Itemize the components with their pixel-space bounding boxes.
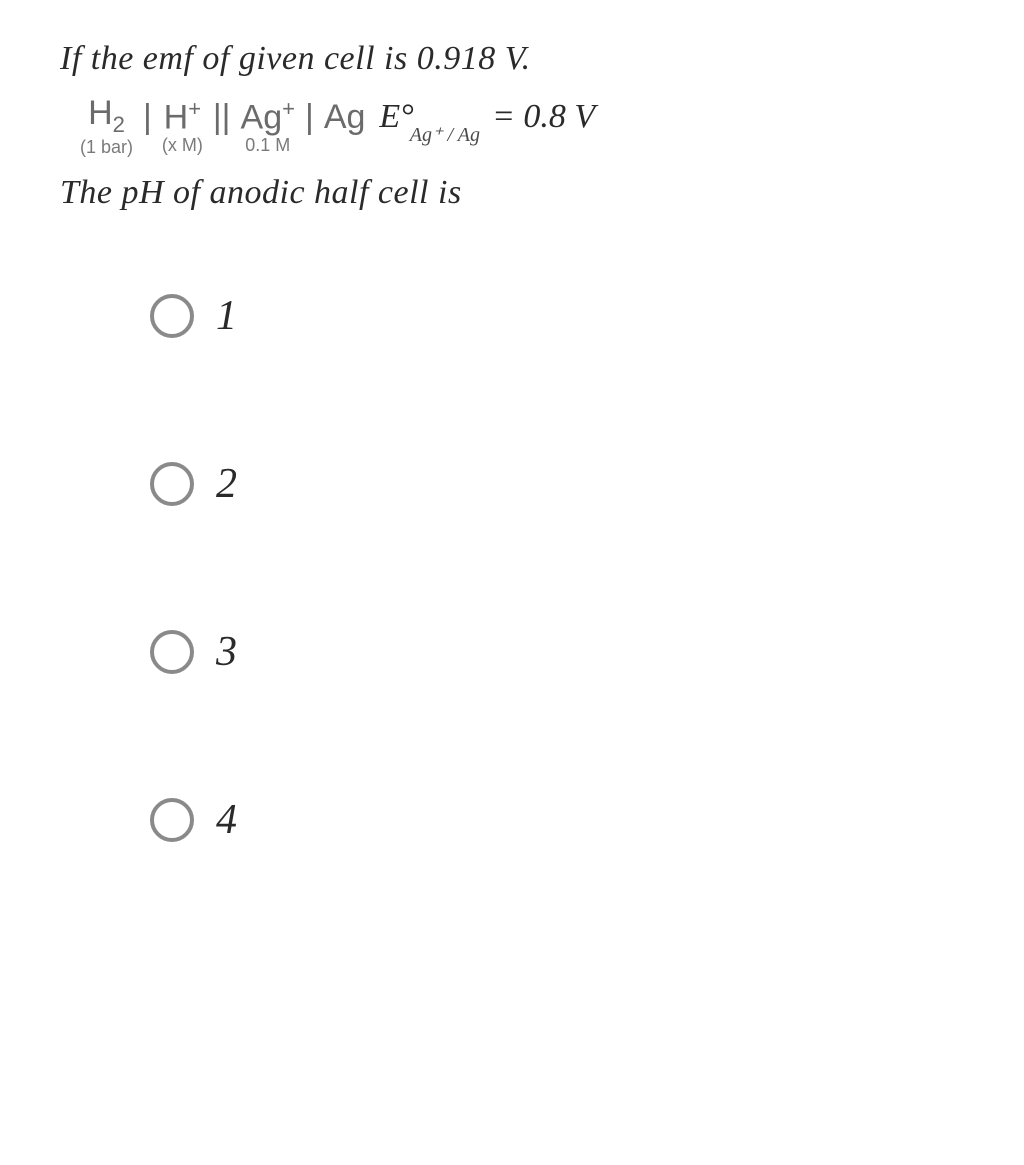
stem-line-3: The pH of anodic half cell is <box>60 174 984 212</box>
stem-line-1: If the emf of given cell is 0.918 V. <box>60 40 984 78</box>
h2-formula: H2 <box>88 96 125 136</box>
option-2[interactable]: 2 <box>150 460 984 508</box>
option-label: 2 <box>216 460 237 508</box>
radio-icon[interactable] <box>150 798 194 842</box>
h2-symbol: H <box>88 94 113 132</box>
standard-potential-symbol: E°Ag⁺ / Ag <box>379 98 484 136</box>
option-label: 1 <box>216 292 237 340</box>
h2-species: H2 (1 bar) <box>80 96 133 156</box>
agplus-symbol: Ag <box>241 98 283 136</box>
agplus-species: Ag+ 0.1 M <box>241 98 295 154</box>
option-1[interactable]: 1 <box>150 292 984 340</box>
agplus-superscript: + <box>282 96 295 121</box>
phase-bar-1: | <box>139 98 156 137</box>
option-4[interactable]: 4 <box>150 796 984 844</box>
hplus-superscript: + <box>188 96 201 121</box>
hplus-condition: (x M) <box>162 136 203 154</box>
option-3[interactable]: 3 <box>150 628 984 676</box>
epsilon-subscript: Ag⁺ / Ag <box>410 124 480 146</box>
radio-icon[interactable] <box>150 462 194 506</box>
h2-subscript: 2 <box>113 112 125 137</box>
epsilon-symbol: E° <box>379 98 413 135</box>
option-label: 3 <box>216 628 237 676</box>
salt-bridge-bar: || <box>209 98 235 137</box>
phase-bar-2: | <box>301 98 318 137</box>
option-label: 4 <box>216 796 237 844</box>
agplus-condition: 0.1 M <box>245 136 290 154</box>
radio-icon[interactable] <box>150 630 194 674</box>
agplus-formula: Ag+ <box>241 98 295 134</box>
hplus-symbol: H <box>164 98 189 136</box>
hplus-formula: H+ <box>164 98 201 134</box>
hplus-species: H+ (x M) <box>162 98 203 154</box>
radio-icon[interactable] <box>150 294 194 338</box>
options-list: 1 2 3 4 <box>150 292 984 844</box>
standard-potential-value: = 0.8 V <box>492 98 595 136</box>
h2-condition: (1 bar) <box>80 138 133 156</box>
ag-electrode: Ag <box>324 98 366 137</box>
cell-notation: H2 (1 bar) | H+ (x M) || Ag+ 0.1 M | Ag … <box>80 96 984 156</box>
question-page: If the emf of given cell is 0.918 V. H2 … <box>0 0 1024 884</box>
